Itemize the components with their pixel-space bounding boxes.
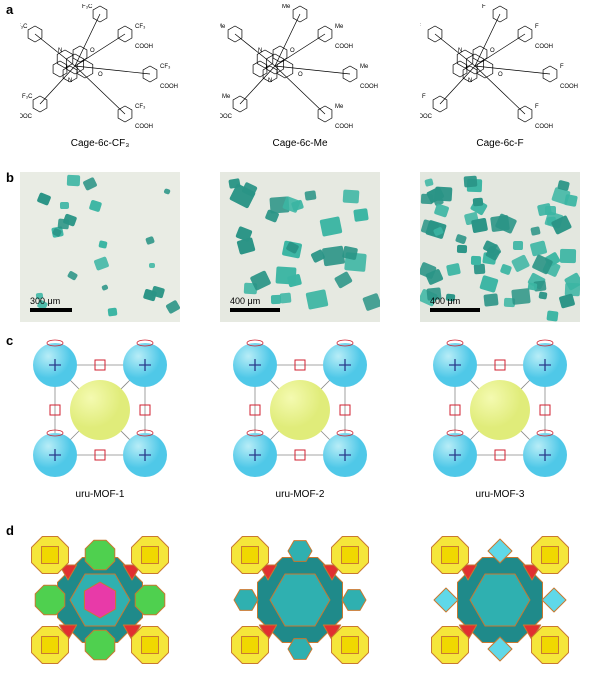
svg-text:Me: Me [360, 64, 369, 70]
svg-text:N: N [258, 48, 262, 54]
svg-text:COOH: COOH [560, 84, 578, 90]
svg-text:O: O [90, 48, 95, 54]
svg-text:COOH: COOH [135, 124, 153, 130]
svg-text:COOH: COOH [535, 124, 553, 130]
poly-structure-2 [420, 525, 580, 675]
row-b: 300 μm 400 μm 400 μm [0, 172, 600, 322]
chem-structure-2: F COOH F COOH F COOH F HOOC F F O O N N [420, 4, 580, 134]
chem-structure-0: CF₃ COOH CF₃ COOH CF₃ COOH F₃C HOOC F₃C F₃C O O N N [20, 4, 180, 134]
svg-text:Me: Me [220, 24, 226, 30]
svg-text:O: O [298, 72, 303, 78]
micro-cell-0: 300 μm [20, 172, 180, 322]
poly-svg [220, 525, 380, 675]
svg-text:N: N [268, 78, 272, 84]
svg-text:F: F [422, 94, 426, 100]
poly-svg [20, 525, 180, 675]
svg-text:Me: Me [222, 94, 231, 100]
mof-caption-0: uru-MOF-1 [76, 489, 125, 500]
svg-text:CF₃: CF₃ [135, 104, 146, 110]
svg-text:HOOC: HOOC [20, 114, 33, 120]
mof-structure-0 [20, 335, 180, 485]
svg-text:F: F [420, 24, 421, 30]
svg-text:COOH: COOH [335, 44, 353, 50]
chem-cell-1: Me COOH Me COOH Me COOH Me HOOC Me Me O O N N Cage-6c… [220, 4, 380, 149]
svg-text:N: N [458, 48, 462, 54]
svg-text:HOOC: HOOC [420, 114, 433, 120]
chem-caption-0: Cage-6c-CF₃ [71, 138, 130, 149]
row-c: uru-MOF-1 uru-MOF-2 uru-MOF-3 [0, 335, 600, 500]
svg-text:COOH: COOH [135, 44, 153, 50]
svg-text:Me: Me [335, 24, 344, 30]
poly-cell-2 [420, 525, 580, 675]
mof-cell-0: uru-MOF-1 [20, 335, 180, 500]
svg-text:F: F [560, 64, 564, 70]
svg-text:F: F [482, 4, 486, 10]
poly-cell-0 [20, 525, 180, 675]
micro-image-2: 400 μm [420, 172, 580, 322]
svg-text:CF₃: CF₃ [135, 24, 146, 30]
mof-svg [220, 335, 380, 485]
svg-text:F₃C: F₃C [82, 4, 93, 10]
chem-svg: CF₃ COOH CF₃ COOH CF₃ COOH F₃C HOOC F₃C F₃C O O N N [20, 4, 180, 134]
svg-text:F₃C: F₃C [22, 94, 33, 100]
poly-structure-0 [20, 525, 180, 675]
row-d [0, 525, 600, 675]
svg-text:O: O [290, 48, 295, 54]
svg-text:Me: Me [335, 104, 344, 110]
chem-structure-1: Me COOH Me COOH Me COOH Me HOOC Me Me O O N N [220, 4, 380, 134]
svg-text:N: N [58, 48, 62, 54]
micro-image-0: 300 μm [20, 172, 180, 322]
svg-text:O: O [498, 72, 503, 78]
svg-text:F: F [535, 104, 539, 110]
chem-caption-2: Cage-6c-F [476, 138, 523, 149]
svg-text:F₃C: F₃C [20, 24, 28, 30]
svg-text:COOH: COOH [360, 84, 378, 90]
svg-text:F: F [535, 24, 539, 30]
mof-svg [420, 335, 580, 485]
mof-caption-2: uru-MOF-3 [476, 489, 525, 500]
chem-caption-1: Cage-6c-Me [272, 138, 327, 149]
mof-svg [20, 335, 180, 485]
mof-cell-2: uru-MOF-3 [420, 335, 580, 500]
svg-text:Me: Me [282, 4, 291, 10]
row-a: CF₃ COOH CF₃ COOH CF₃ COOH F₃C HOOC F₃C F₃C O O N N C… [0, 4, 600, 149]
figure-panel: a b c d CF₃COOHCF₃COOHCF₃COOHF₃CHOOCF₃CF… [0, 0, 600, 690]
mof-caption-1: uru-MOF-2 [276, 489, 325, 500]
micro-cell-2: 400 μm [420, 172, 580, 322]
svg-text:O: O [490, 48, 495, 54]
svg-text:HOOC: HOOC [220, 114, 233, 120]
micro-cell-1: 400 μm [220, 172, 380, 322]
chem-cell-0: CF₃ COOH CF₃ COOH CF₃ COOH F₃C HOOC F₃C F₃C O O N N C… [20, 4, 180, 149]
poly-structure-1 [220, 525, 380, 675]
micro-image-1: 400 μm [220, 172, 380, 322]
mof-structure-2 [420, 335, 580, 485]
svg-text:N: N [68, 78, 72, 84]
chem-cell-2: F COOH F COOH F COOH F HOOC F F O O N N Cage-6c-F [420, 4, 580, 149]
poly-cell-1 [220, 525, 380, 675]
svg-text:COOH: COOH [535, 44, 553, 50]
svg-text:COOH: COOH [335, 124, 353, 130]
poly-svg [420, 525, 580, 675]
chem-svg: Me COOH Me COOH Me COOH Me HOOC Me Me O O N N [220, 4, 380, 134]
svg-text:CF₃: CF₃ [160, 64, 171, 70]
mof-structure-1 [220, 335, 380, 485]
svg-text:COOH: COOH [160, 84, 178, 90]
mof-cell-1: uru-MOF-2 [220, 335, 380, 500]
svg-text:O: O [98, 72, 103, 78]
chem-svg: F COOH F COOH F COOH F HOOC F F O O N N [420, 4, 580, 134]
svg-text:N: N [468, 78, 472, 84]
